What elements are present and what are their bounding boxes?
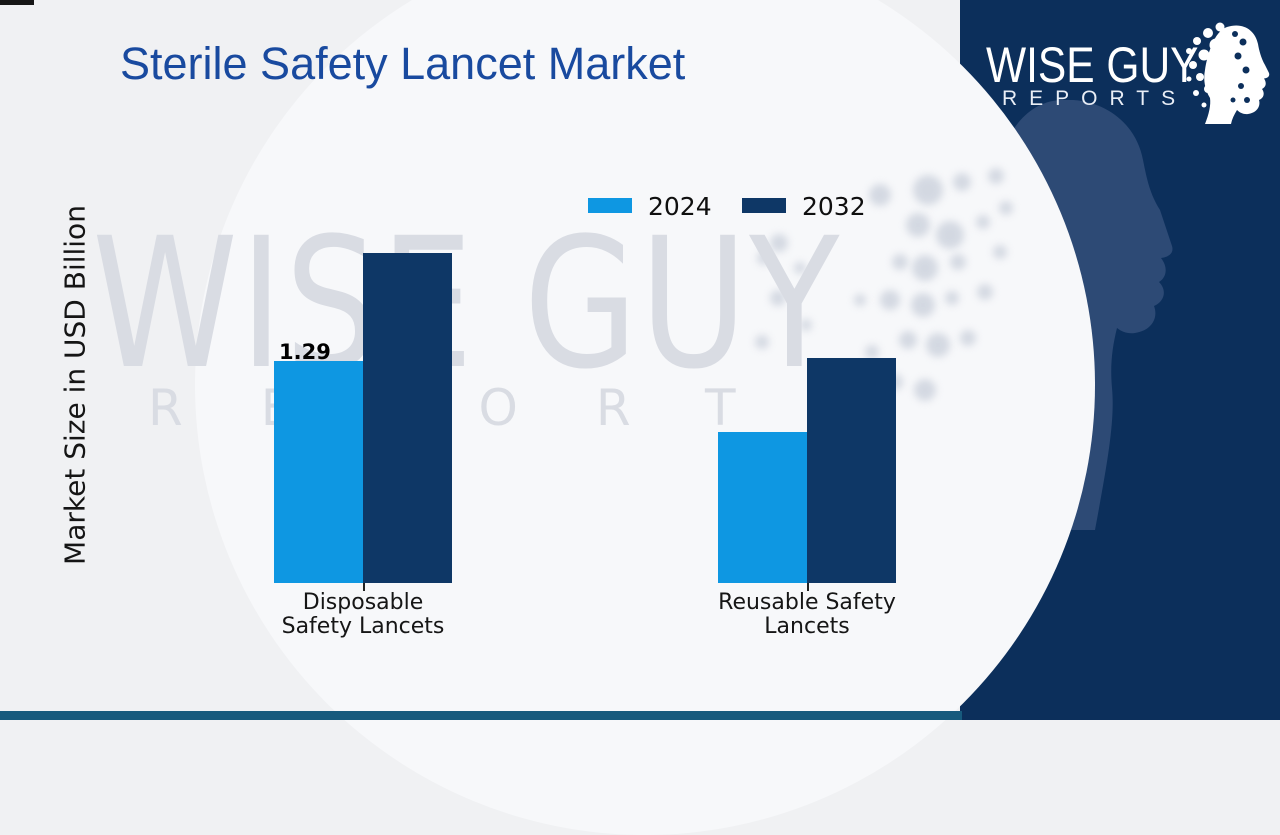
bar-2024-0 [274,361,363,583]
x-tick-1 [807,583,809,591]
bar-2032-0 [363,253,452,583]
logo-reports-text: REPORTS [1002,87,1188,110]
bar-chart: Disposable Safety Lancets Reusable Safet… [274,253,896,639]
bottom-teal-strip [0,711,962,720]
bar-2032-1 [807,358,896,583]
page-title: Sterile Safety Lancet Market [120,38,686,89]
category-label-disposable: Disposable Safety Lancets [281,590,445,639]
x-tick-0 [363,583,365,591]
bar-value-label: 1.29 [279,340,331,364]
top-left-tab [0,0,34,5]
category-label-reusable: Reusable Safety Lancets [718,590,896,639]
watermark-reports-text: REPORTS [148,379,924,437]
legend-swatch-2024 [588,198,632,213]
logo-wiseguy-text: WISE GUY [986,37,1199,93]
legend-swatch-2032 [742,198,786,213]
logo-head-icon [1186,22,1270,124]
legend-label-2024: 2024 [648,192,712,221]
watermark-wiseguy-text: WISE GUY [92,200,842,409]
bar-2024-1 [718,432,807,583]
legend-label-2032: 2032 [802,192,866,221]
